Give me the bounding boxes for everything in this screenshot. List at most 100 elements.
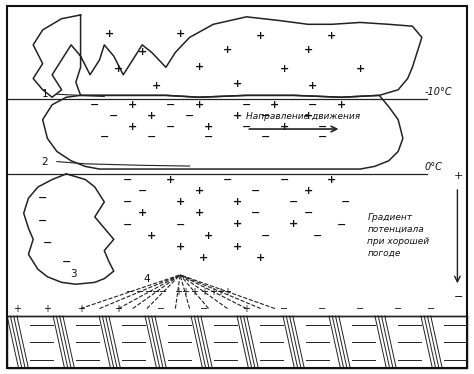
Text: −: −: [261, 132, 270, 141]
Text: −: −: [166, 122, 175, 132]
Text: 1: 1: [42, 89, 48, 99]
Text: −: −: [251, 208, 261, 218]
Text: −: −: [204, 132, 213, 141]
Text: Градиент
потенциала
при хорошей
погоде: Градиент потенциала при хорошей погоде: [367, 213, 429, 258]
Text: +: +: [194, 62, 204, 72]
Text: +: +: [191, 287, 198, 297]
Text: +: +: [224, 287, 231, 297]
Text: +: +: [115, 304, 122, 313]
Text: +: +: [147, 231, 156, 240]
Text: +: +: [44, 304, 51, 313]
Text: −: −: [175, 220, 185, 229]
Text: +: +: [152, 81, 161, 91]
Text: +: +: [175, 29, 185, 39]
Text: +: +: [337, 100, 346, 110]
Text: −: −: [303, 208, 313, 218]
Text: +: +: [303, 111, 313, 121]
Text: +: +: [280, 122, 289, 132]
Text: −: −: [123, 175, 133, 184]
Text: −: −: [242, 122, 251, 132]
Text: −: −: [90, 100, 100, 110]
Text: +: +: [327, 175, 337, 184]
Text: +: +: [256, 253, 265, 263]
Text: −: −: [251, 186, 261, 196]
Text: −: −: [126, 287, 135, 297]
Text: −: −: [223, 175, 232, 184]
Text: -10°C: -10°C: [424, 87, 452, 97]
Text: +: +: [308, 81, 318, 91]
Text: +: +: [232, 111, 242, 121]
Text: −: −: [38, 216, 47, 226]
Text: +: +: [77, 304, 84, 313]
Text: +: +: [243, 304, 250, 313]
Text: −: −: [261, 111, 270, 121]
Text: −: −: [308, 100, 318, 110]
Text: −: −: [313, 231, 322, 240]
Text: −: −: [152, 287, 161, 297]
Bar: [7, 316, 467, 368]
Text: +: +: [104, 29, 114, 39]
Text: +: +: [181, 287, 189, 297]
Text: −: −: [166, 100, 175, 110]
Text: +: +: [175, 242, 185, 252]
Text: +: +: [217, 287, 224, 297]
Text: −: −: [200, 304, 208, 313]
Text: +: +: [194, 208, 204, 218]
Text: +: +: [327, 31, 337, 40]
Text: +: +: [232, 220, 242, 229]
Text: +: +: [232, 197, 242, 207]
Text: −: −: [43, 238, 52, 248]
Text: −: −: [337, 220, 346, 229]
Text: +: +: [356, 64, 365, 74]
Text: +: +: [137, 47, 147, 57]
Text: +: +: [270, 100, 280, 110]
Text: −: −: [159, 287, 168, 297]
Text: +: +: [200, 287, 208, 297]
Text: −: −: [38, 193, 47, 203]
Text: −: −: [261, 231, 270, 240]
Text: −: −: [123, 220, 133, 229]
Text: +: +: [175, 197, 185, 207]
Text: +: +: [289, 220, 299, 229]
Text: −: −: [242, 100, 251, 110]
Text: +: +: [137, 208, 147, 218]
Text: −: −: [454, 292, 464, 302]
Text: +: +: [204, 231, 213, 240]
Text: −: −: [318, 132, 327, 141]
Text: +: +: [256, 31, 265, 40]
Text: −: −: [318, 304, 327, 313]
Text: +: +: [223, 46, 232, 55]
Text: +: +: [204, 122, 213, 132]
Text: +: +: [174, 287, 182, 297]
Text: −: −: [136, 287, 144, 297]
Text: −: −: [356, 304, 365, 313]
Text: +: +: [114, 64, 123, 74]
Text: −: −: [123, 197, 133, 207]
Text: +: +: [232, 242, 242, 252]
Text: −: −: [137, 186, 147, 196]
Text: +: +: [166, 175, 175, 184]
Text: −: −: [394, 304, 402, 313]
Text: +: +: [194, 100, 204, 110]
Text: −: −: [318, 122, 327, 132]
Text: +: +: [13, 304, 20, 313]
Text: −: −: [157, 304, 165, 313]
Text: +: +: [128, 100, 137, 110]
Text: +: +: [454, 171, 464, 181]
Text: +: +: [232, 79, 242, 89]
Text: Направление движения: Направление движения: [246, 112, 361, 121]
Text: −: −: [341, 197, 351, 207]
Text: 4: 4: [144, 274, 150, 283]
Text: −: −: [147, 132, 156, 141]
Text: −: −: [280, 175, 289, 184]
Text: +: +: [194, 186, 204, 196]
Text: +: +: [303, 46, 313, 55]
Text: 3: 3: [70, 269, 77, 279]
Text: 2: 2: [42, 157, 48, 166]
Text: −: −: [185, 111, 194, 121]
Text: −: −: [109, 111, 118, 121]
Text: +: +: [147, 111, 156, 121]
Text: −: −: [289, 197, 299, 207]
Text: +: +: [303, 186, 313, 196]
Text: +: +: [128, 122, 137, 132]
